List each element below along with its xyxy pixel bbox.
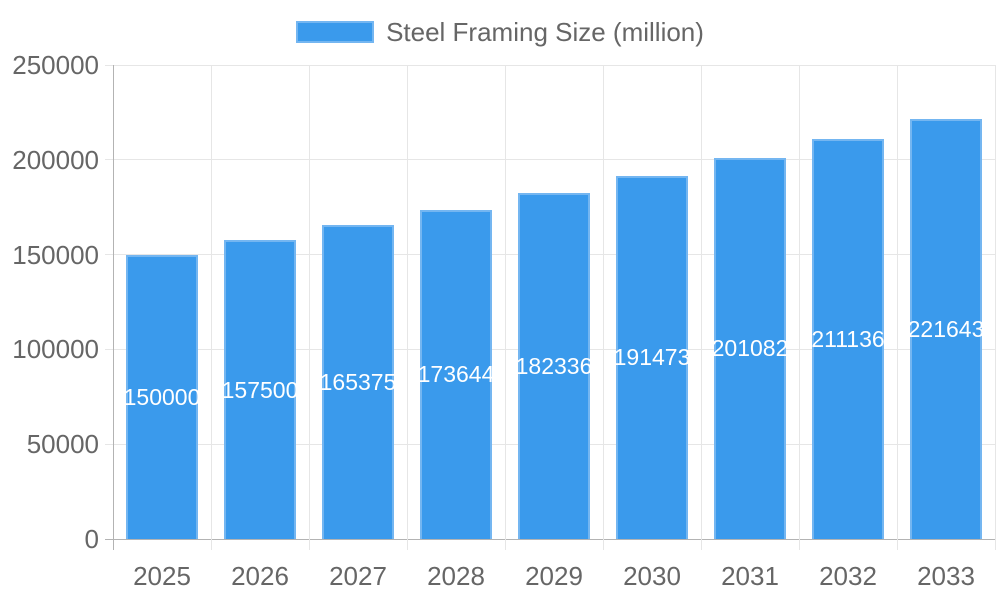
x-axis-tick-label: 2032 bbox=[819, 561, 877, 591]
x-axis-zero-line bbox=[105, 538, 995, 540]
x-axis-tick-label: 2025 bbox=[133, 561, 191, 591]
x-axis-tick-label: 2027 bbox=[329, 561, 387, 591]
bar-value-label: 201082 bbox=[711, 335, 789, 362]
x-gridline bbox=[602, 65, 604, 550]
bar-value-label: 211136 bbox=[811, 325, 885, 352]
x-gridline bbox=[308, 65, 310, 550]
bar-value-label: 191473 bbox=[613, 344, 691, 371]
bar-2032[interactable] bbox=[812, 138, 884, 539]
x-axis-tick-label: 2031 bbox=[721, 561, 779, 591]
x-axis-tick-label: 2026 bbox=[231, 561, 289, 591]
x-gridline bbox=[210, 65, 212, 550]
bar-value-label: 165375 bbox=[319, 369, 397, 396]
y-gridline bbox=[105, 64, 995, 66]
y-axis-tick-label: 150000 bbox=[12, 239, 99, 270]
bar-value-label: 173644 bbox=[417, 361, 495, 388]
bar-2026[interactable] bbox=[224, 240, 296, 539]
bar-2027[interactable] bbox=[322, 225, 394, 539]
x-gridline bbox=[700, 65, 702, 550]
x-gridline bbox=[798, 65, 800, 550]
bar-2025[interactable] bbox=[126, 254, 198, 539]
y-gridline bbox=[105, 159, 995, 161]
x-gridline bbox=[504, 65, 506, 550]
bar-value-label: 221643 bbox=[907, 315, 985, 342]
x-gridline bbox=[406, 65, 408, 550]
legend-item[interactable]: Steel Framing Size (million) bbox=[0, 18, 1000, 46]
x-axis-tick-label: 2028 bbox=[427, 561, 485, 591]
x-axis-tick-label: 2029 bbox=[525, 561, 583, 591]
bar-value-label: 150000 bbox=[123, 383, 201, 410]
y-axis-line bbox=[112, 65, 114, 550]
legend-label: Steel Framing Size (million) bbox=[386, 17, 704, 47]
bar-2031[interactable] bbox=[714, 157, 786, 539]
x-gridline bbox=[994, 65, 996, 550]
bar-2029[interactable] bbox=[518, 193, 590, 539]
y-axis-tick-label: 0 bbox=[84, 524, 99, 554]
x-axis-tick-label: 2030 bbox=[623, 561, 681, 591]
bar-2033[interactable] bbox=[910, 118, 982, 539]
x-axis-tick-label: 2033 bbox=[917, 561, 975, 591]
legend-swatch-icon bbox=[296, 21, 375, 43]
y-axis-tick-label: 50000 bbox=[26, 429, 99, 460]
x-gridline bbox=[896, 65, 898, 550]
bar-2028[interactable] bbox=[420, 209, 492, 539]
plot-area: 150000 157500 165375 173644 182336 191473 2010… bbox=[105, 64, 996, 550]
y-axis-tick-label: 100000 bbox=[12, 334, 99, 365]
bar-2030[interactable] bbox=[616, 175, 688, 539]
y-axis-tick-label: 250000 bbox=[12, 50, 99, 80]
bar-value-label: 182336 bbox=[515, 353, 593, 380]
bar-value-label: 157500 bbox=[221, 376, 299, 403]
y-axis-tick-label: 200000 bbox=[12, 144, 99, 175]
